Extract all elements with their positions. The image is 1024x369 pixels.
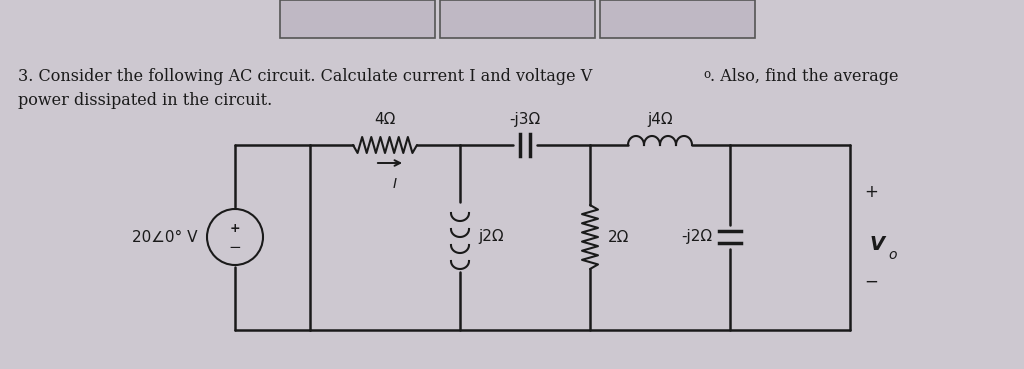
Text: −: − [228, 239, 242, 255]
Text: j4Ω: j4Ω [647, 112, 673, 127]
Text: o: o [703, 68, 710, 81]
Bar [280, 0, 435, 38]
Bar [600, 0, 755, 38]
Text: o: o [888, 248, 896, 262]
Text: power dissipated in the circuit.: power dissipated in the circuit. [18, 92, 272, 109]
Text: +: + [229, 223, 241, 235]
Text: -j3Ω: -j3Ω [509, 112, 541, 127]
Text: -j2Ω: -j2Ω [681, 230, 712, 245]
Text: 3. Consider the following AC circuit. Calculate current I and voltage V: 3. Consider the following AC circuit. Ca… [18, 68, 592, 85]
Text: −: − [864, 273, 878, 291]
Text: . Also, find the average: . Also, find the average [710, 68, 898, 85]
Text: j2Ω: j2Ω [478, 230, 504, 245]
Text: I: I [393, 177, 397, 191]
Bar [440, 0, 595, 38]
Text: 4Ω: 4Ω [375, 112, 395, 127]
Text: +: + [864, 183, 878, 201]
Text: 2Ω: 2Ω [608, 230, 630, 245]
Text: V: V [870, 235, 885, 255]
Text: 20∠0° V: 20∠0° V [131, 230, 197, 245]
